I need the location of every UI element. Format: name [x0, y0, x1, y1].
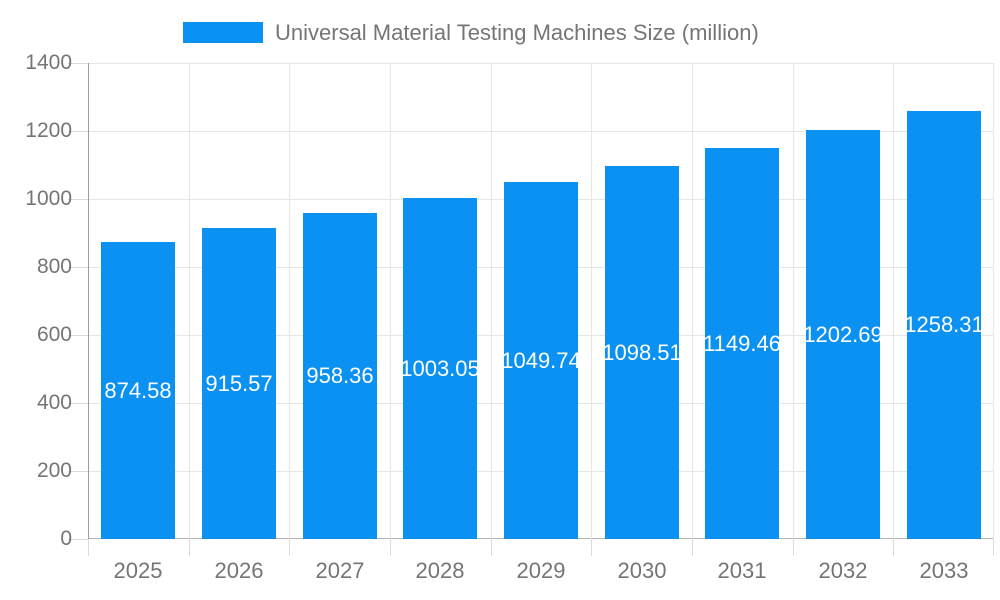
bar-value-label: 958.36 [306, 363, 374, 388]
gridline-v [993, 63, 994, 539]
y-axis-label: 400 [36, 391, 72, 414]
bar[interactable]: 1202.69 [806, 130, 880, 539]
gridline-v [893, 63, 894, 539]
y-tick-mark [68, 199, 88, 200]
x-axis-label: 2027 [315, 558, 365, 583]
x-axis-label: 2031 [717, 558, 767, 583]
y-axis-label: 1200 [25, 119, 72, 142]
x-axis-label: 2026 [214, 558, 264, 583]
y-axis-label: 1400 [25, 51, 72, 74]
bar[interactable]: 1049.74 [504, 182, 578, 539]
y-axis-label: 1000 [25, 187, 72, 210]
gridline-v [491, 63, 492, 539]
y-tick-mark [68, 471, 88, 472]
x-tick-mark [993, 539, 994, 556]
bar[interactable]: 1098.51 [605, 166, 679, 539]
chart-title: Universal Material Testing Machines Size… [275, 20, 759, 45]
bar-value-label: 1202.69 [806, 321, 880, 347]
legend-swatch [183, 22, 263, 43]
y-axis-label: 800 [36, 255, 72, 278]
bar-value-label: 1258.31 [907, 312, 981, 337]
y-tick-mark [68, 335, 88, 336]
bar[interactable]: 915.57 [202, 228, 276, 539]
bar[interactable]: 1003.05 [403, 198, 477, 539]
x-axis-label: 2025 [113, 558, 163, 583]
x-tick-mark [893, 539, 894, 556]
x-axis-label: 2030 [617, 558, 667, 583]
y-axis-line [88, 63, 89, 539]
bar-value-label: 1003.05 [403, 355, 477, 381]
x-tick-mark [189, 539, 190, 556]
bar-value-label: 915.57 [205, 370, 273, 396]
gridline-v [692, 63, 693, 539]
bar-value-label: 1098.51 [605, 339, 679, 365]
y-tick-mark [68, 131, 88, 132]
bar-value-label: 1049.74 [504, 347, 578, 373]
x-tick-mark [289, 539, 290, 556]
x-axis-label: 2032 [818, 558, 868, 583]
y-tick-mark [68, 539, 88, 540]
x-tick-mark [591, 539, 592, 556]
x-tick-mark [692, 539, 693, 556]
gridline-h [88, 131, 994, 132]
bar[interactable]: 958.36 [303, 213, 377, 539]
x-axis-label: 2029 [516, 558, 566, 583]
x-tick-mark [88, 539, 89, 556]
plot-area: 874.58 915.57 958.36 1003.05 1049.74 1098.51 1… [68, 63, 994, 556]
gridline-v [289, 63, 290, 539]
bar[interactable]: 1258.31 [907, 111, 981, 539]
legend: Universal Material Testing Machines Size… [0, 0, 1000, 55]
bar[interactable]: 1149.46 [705, 148, 779, 539]
gridline-v [793, 63, 794, 539]
gridline-v [390, 63, 391, 539]
x-axis-label: 2033 [919, 558, 969, 583]
bar[interactable]: 874.58 [101, 242, 175, 539]
y-axis-label: 0 [60, 527, 72, 550]
y-axis-label: 600 [36, 323, 72, 346]
gridline-h [88, 63, 994, 64]
x-axis-label: 2028 [415, 558, 465, 583]
gridline-v [591, 63, 592, 539]
x-tick-mark [390, 539, 391, 556]
y-axis-label: 200 [36, 459, 72, 482]
y-tick-mark [68, 267, 88, 268]
gridline-v [189, 63, 190, 539]
bar-value-label: 1149.46 [705, 330, 779, 356]
y-tick-mark [68, 403, 88, 404]
x-tick-mark [793, 539, 794, 556]
x-tick-mark [491, 539, 492, 556]
y-tick-mark [68, 63, 88, 64]
bar-value-label: 874.58 [104, 377, 172, 403]
